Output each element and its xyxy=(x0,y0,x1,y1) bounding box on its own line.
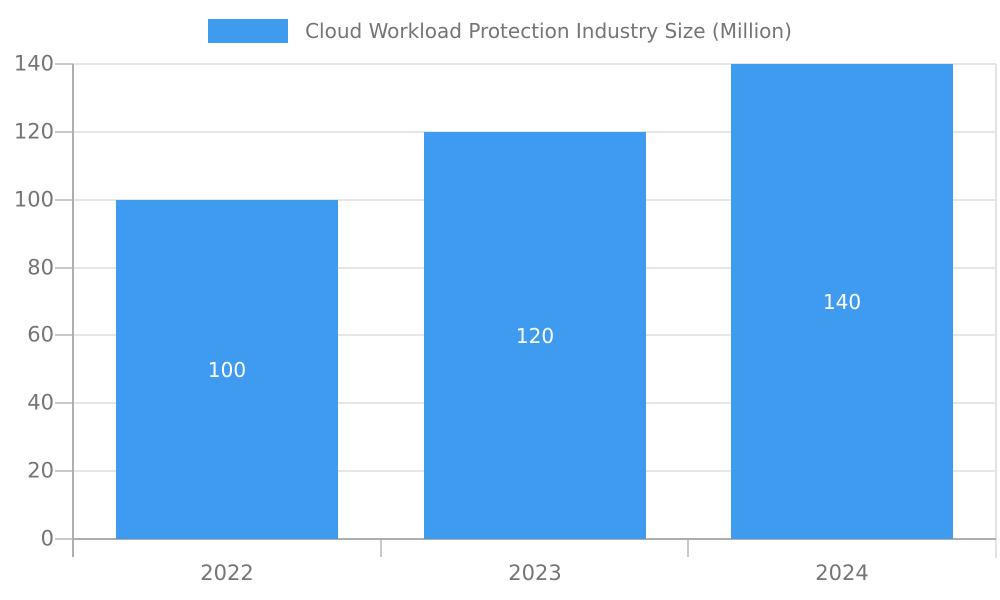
x-tick xyxy=(687,540,689,557)
y-axis-label: 40 xyxy=(27,390,54,415)
bar-value-label: 140 xyxy=(822,289,862,314)
x-axis-line xyxy=(72,538,996,540)
y-tick xyxy=(55,470,73,472)
y-tick xyxy=(55,199,73,201)
y-tick xyxy=(55,334,73,336)
bar-value-label: 100 xyxy=(207,357,247,382)
gridline xyxy=(73,63,996,65)
y-tick xyxy=(55,538,73,540)
y-tick xyxy=(55,63,73,65)
bar: 140 xyxy=(731,64,953,539)
legend-label: Cloud Workload Protection Industry Size … xyxy=(305,19,792,43)
bar: 120 xyxy=(424,132,646,539)
y-tick xyxy=(55,267,73,269)
y-axis-label: 0 xyxy=(40,526,54,551)
y-axis-label: 120 xyxy=(13,119,54,144)
bar-value-label: 120 xyxy=(515,323,555,348)
x-axis-label: 2022 xyxy=(200,561,254,585)
y-axis-label: 20 xyxy=(27,458,54,483)
y-axis-line xyxy=(72,64,74,557)
y-axis-label: 140 xyxy=(13,51,54,76)
plot-right-border xyxy=(995,64,997,558)
x-axis-label: 2023 xyxy=(508,561,562,585)
chart-legend: Cloud Workload Protection Industry Size … xyxy=(0,19,1000,43)
x-tick xyxy=(380,540,382,557)
y-axis-label: 80 xyxy=(27,255,54,280)
y-tick xyxy=(55,131,73,133)
y-axis-label: 100 xyxy=(13,187,54,212)
x-axis-label: 2024 xyxy=(815,561,869,585)
legend-swatch xyxy=(208,19,289,43)
bar: 100 xyxy=(116,200,338,539)
y-axis-label: 60 xyxy=(27,322,54,347)
y-tick xyxy=(55,402,73,404)
